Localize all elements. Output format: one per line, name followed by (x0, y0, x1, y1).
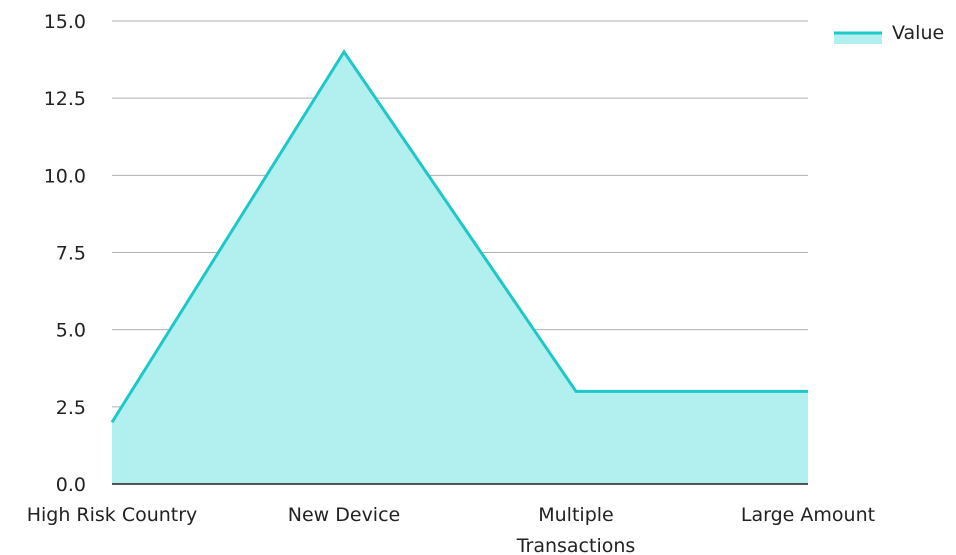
y-tick-label: 2.5 (56, 397, 86, 419)
y-tick-label: 0.0 (56, 474, 86, 496)
y-tick-label: 10.0 (44, 165, 86, 187)
series-line (110, 49, 808, 424)
x-tick-label: Multiple Transactions (516, 504, 636, 555)
y-axis-ticks: 0.0 2.5 5.0 7.5 10.0 12.5 15.0 (44, 11, 86, 496)
x-tick-label: New Device (288, 504, 400, 526)
y-tick-label: 7.5 (56, 243, 86, 265)
y-tick-label: 12.5 (44, 88, 86, 110)
legend-swatch-fill (834, 34, 882, 44)
legend-label: Value (892, 22, 944, 44)
x-tick-label: Large Amount (741, 504, 875, 526)
y-tick-label: 5.0 (56, 320, 86, 342)
area-fill (112, 51, 808, 484)
y-tick-label: 15.0 (44, 11, 86, 33)
x-axis-ticks: High Risk Country New Device Multiple Trans… (27, 504, 875, 555)
legend: Value (834, 22, 944, 44)
x-tick-label: High Risk Country (27, 504, 198, 526)
area-series (110, 49, 808, 484)
